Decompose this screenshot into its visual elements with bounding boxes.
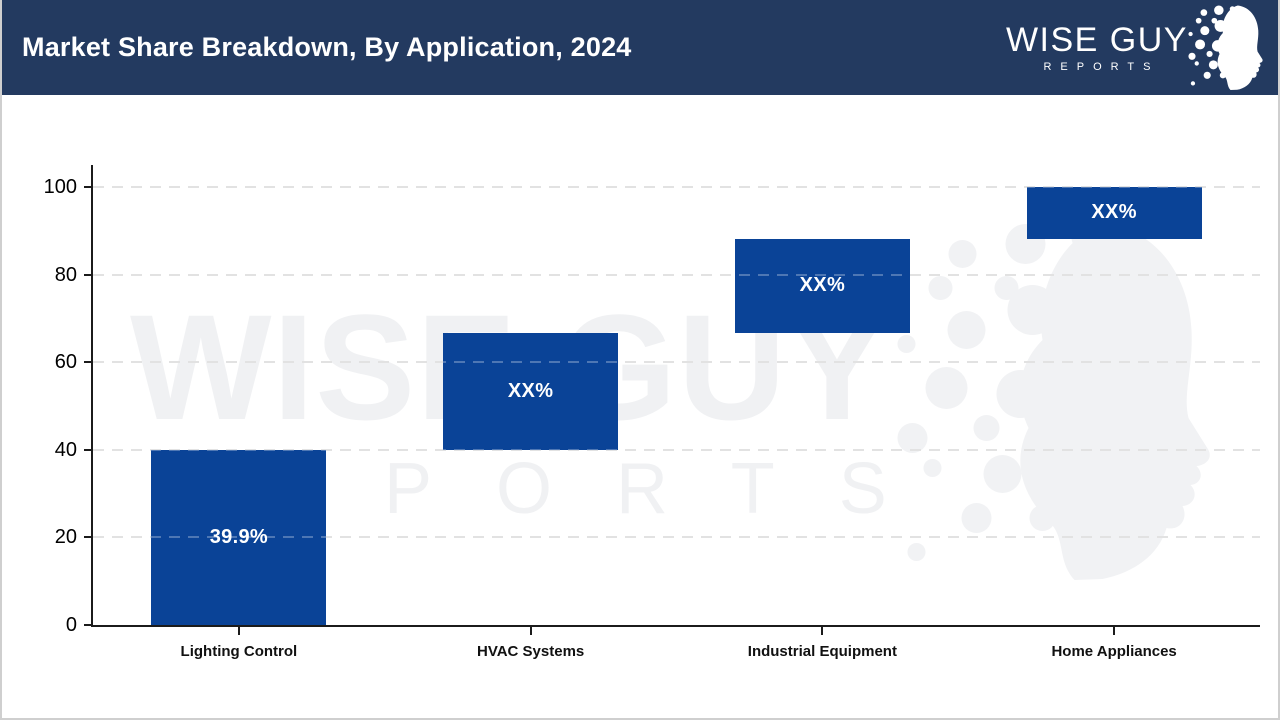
- gridline-overlay: [93, 273, 1260, 276]
- gridline: [93, 536, 1260, 539]
- y-axis-tick-label: 20: [54, 526, 77, 549]
- bar-value-label: 39.9%: [209, 526, 268, 549]
- x-axis-tick-mark: [529, 627, 532, 635]
- wiseguy-logo: WISE GUY REPORTS: [1006, 0, 1264, 95]
- y-axis-tick-mark: [84, 361, 91, 364]
- gridline-overlay: [93, 361, 1260, 364]
- x-axis-tick-mark: [821, 627, 824, 635]
- x-axis-tick-mark: [237, 627, 240, 635]
- bar-hvac-systems: XX%: [443, 333, 619, 451]
- logo-subtitle: REPORTS: [1043, 60, 1160, 73]
- bar-lighting-control: 39.9%: [151, 450, 327, 625]
- y-axis-tick-label: 60: [54, 351, 77, 374]
- logo-text: WISE GUY REPORTS: [1006, 23, 1188, 73]
- y-axis-tick-mark: [84, 624, 91, 626]
- y-axis-tick-mark: [84, 273, 91, 276]
- plot-area: 0 20 40 60 80 100 39.9% Lighting Control XX% HVAC…: [44, 165, 1260, 660]
- bar-value-label: XX%: [1091, 201, 1137, 224]
- y-axis-tick-label: 100: [43, 175, 77, 198]
- y-axis-tick-mark: [84, 448, 91, 451]
- header: Market Share Breakdown, By Application, …: [2, 0, 1278, 95]
- gridline: [93, 448, 1260, 451]
- y-axis-tick-label: 0: [65, 614, 77, 636]
- y-axis-tick-mark: [84, 185, 91, 188]
- gridline-overlay: [93, 185, 1260, 188]
- y-axis-tick-label: 80: [54, 263, 77, 286]
- x-axis-category-label: Industrial Equipment: [747, 643, 897, 660]
- bar-value-label: XX%: [799, 274, 846, 297]
- logo-wordmark: WISE GUY: [1005, 20, 1188, 59]
- logo-face-icon: [1188, 4, 1263, 90]
- gridline-overlay: [93, 536, 1260, 539]
- bar-industrial-equipment: XX%: [734, 238, 910, 334]
- bar-value-label: XX%: [507, 380, 554, 403]
- y-axis-tick-mark: [84, 536, 91, 539]
- gridline: [93, 361, 1260, 364]
- x-axis-category-label: Home Appliances: [1051, 643, 1177, 660]
- x-axis-tick-mark: [1113, 627, 1116, 635]
- x-axis-category-label: HVAC Systems: [476, 643, 585, 660]
- gridline-overlay: [93, 448, 1260, 451]
- x-axis-category-label: Lighting Control: [180, 643, 298, 660]
- gridline: [93, 273, 1260, 276]
- gridline: [93, 185, 1260, 188]
- y-axis-tick-label: 40: [54, 438, 77, 461]
- bar-home-appliances: XX%: [1026, 186, 1202, 239]
- page-title: Market Share Breakdown, By Application, …: [22, 32, 632, 63]
